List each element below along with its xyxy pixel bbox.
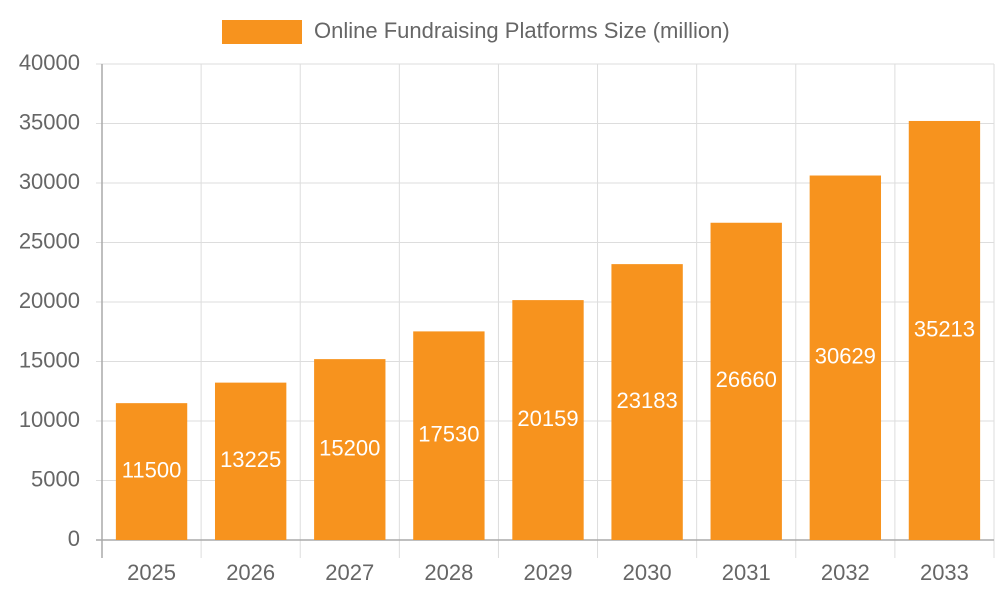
data-label: 26660 [716,367,777,392]
y-tick-label: 15000 [19,347,80,372]
y-tick-label: 20000 [19,288,80,313]
x-tick-label: 2029 [524,560,573,585]
bar [115,403,188,540]
x-tick-label: 2032 [821,560,870,585]
y-tick-label: 5000 [31,466,80,491]
data-label: 23183 [617,388,678,413]
bar [710,222,782,540]
x-tick-label: 2031 [722,560,771,585]
bar [413,331,485,540]
bar [809,175,882,540]
data-label: 30629 [815,344,876,369]
x-tick-label: 2025 [127,560,176,585]
legend-label: Online Fundraising Platforms Size (milli… [314,18,730,43]
y-tick-label: 10000 [19,407,80,432]
x-tick-label: 2027 [325,560,374,585]
data-label: 17530 [418,422,479,447]
y-tick-label: 25000 [19,228,80,253]
data-label: 20159 [517,406,578,431]
x-tick-label: 2030 [623,560,672,585]
data-label: 35213 [914,316,975,341]
bar [214,382,287,540]
bar [512,300,584,540]
bar [314,359,386,540]
x-tick-label: 2028 [424,560,473,585]
y-tick-label: 30000 [19,169,80,194]
data-label: 13225 [220,447,281,472]
bar [611,264,683,540]
data-label: 11500 [122,457,182,482]
y-tick-label: 35000 [19,109,80,134]
x-tick-label: 2026 [226,560,275,585]
x-tick-label: 2033 [920,560,969,585]
y-tick-label: 40000 [19,50,80,75]
data-label: 15200 [319,435,380,460]
bar [908,120,981,540]
legend-swatch [222,20,302,44]
y-tick-label: 0 [68,526,80,551]
